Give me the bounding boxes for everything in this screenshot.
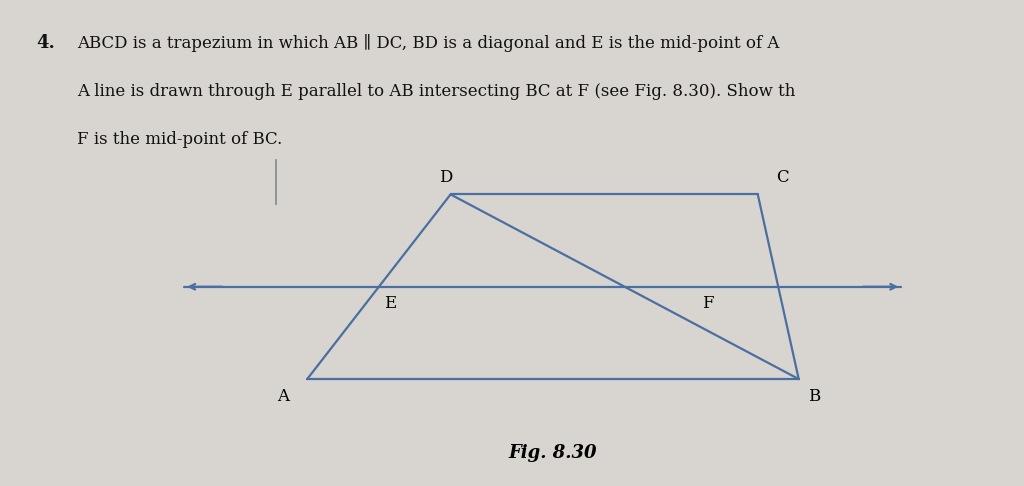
Text: Fig. 8.30: Fig. 8.30 [509, 444, 597, 462]
Text: E: E [384, 295, 396, 312]
Text: A: A [276, 388, 289, 405]
Text: C: C [776, 169, 788, 186]
Text: A line is drawn through E parallel to AB intersecting BC at F (see Fig. 8.30). S: A line is drawn through E parallel to AB… [77, 83, 796, 100]
Text: F is the mid-point of BC.: F is the mid-point of BC. [77, 131, 282, 148]
Text: B: B [808, 388, 820, 405]
Text: D: D [438, 169, 453, 186]
Text: ABCD is a trapezium in which AB ∥ DC, BD is a diagonal and E is the mid-point of: ABCD is a trapezium in which AB ∥ DC, BD… [77, 34, 779, 52]
Text: F: F [701, 295, 714, 312]
Text: 4.: 4. [36, 34, 54, 52]
